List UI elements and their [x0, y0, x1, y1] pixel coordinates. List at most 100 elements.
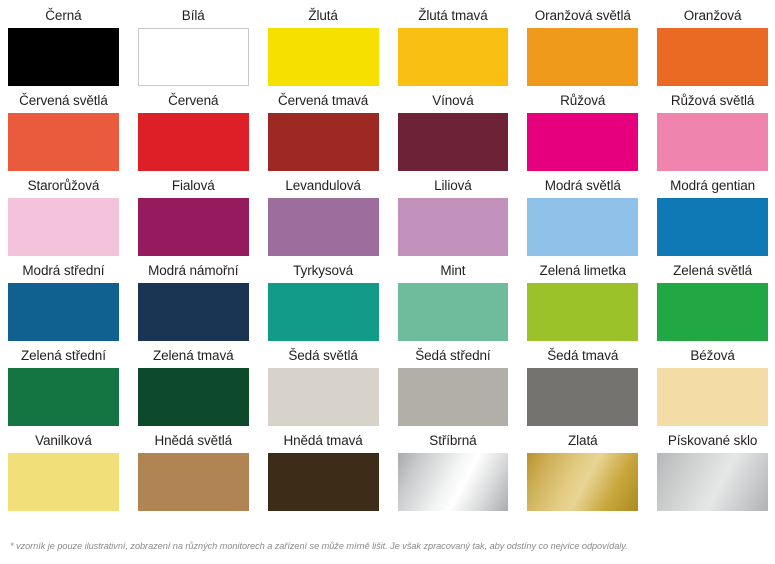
swatch-label: Černá — [45, 8, 82, 23]
swatch-cell[interactable]: Šedá světlá — [267, 344, 379, 429]
swatch-cell[interactable]: Růžová světlá — [657, 89, 768, 174]
swatch-cell[interactable]: Modrá námořní — [137, 259, 249, 344]
swatch-chip[interactable] — [8, 113, 119, 171]
swatch-chip[interactable] — [527, 198, 639, 256]
swatch-cell[interactable]: Červená — [137, 89, 249, 174]
swatch-label: Levandulová — [285, 178, 361, 193]
swatch-cell[interactable]: Modrá střední — [8, 259, 119, 344]
swatch-cell[interactable]: Zelená limetka — [527, 259, 639, 344]
swatch-chip[interactable] — [527, 113, 639, 171]
swatch-chip[interactable] — [137, 28, 249, 86]
swatch-cell[interactable]: Liliová — [397, 174, 509, 259]
swatch-label: Zlatá — [567, 433, 598, 448]
swatch-label: Zelená limetka — [539, 263, 626, 278]
swatch-cell[interactable]: Levandulová — [267, 174, 379, 259]
swatch-chip[interactable] — [527, 283, 639, 341]
swatch-label: Šedá světlá — [288, 348, 358, 363]
swatch-label: Modrá střední — [22, 263, 105, 278]
swatch-chip[interactable] — [267, 453, 379, 511]
swatch-chip[interactable] — [137, 113, 249, 171]
swatch-cell[interactable]: Bílá — [137, 4, 249, 89]
swatch-cell[interactable]: Žlutá tmavá — [397, 4, 509, 89]
swatch-label: Modrá světlá — [544, 178, 621, 193]
swatch-label: Červená tmavá — [277, 93, 369, 108]
swatch-cell[interactable]: Růžová — [527, 89, 639, 174]
swatch-chip[interactable] — [8, 368, 119, 426]
swatch-chip[interactable] — [267, 283, 379, 341]
swatch-cell[interactable]: Vanilková — [8, 429, 119, 514]
swatch-chip[interactable] — [397, 453, 509, 511]
swatch-chip[interactable] — [657, 198, 768, 256]
swatch-chip[interactable] — [397, 113, 509, 171]
swatch-label: Červená světlá — [19, 93, 108, 108]
swatch-cell[interactable]: Červená světlá — [8, 89, 119, 174]
swatch-chip[interactable] — [527, 368, 639, 426]
swatch-chip[interactable] — [657, 28, 768, 86]
swatch-chip[interactable] — [267, 28, 379, 86]
swatch-label: Šedá tmavá — [547, 348, 619, 363]
swatch-chip[interactable] — [267, 368, 379, 426]
swatch-cell[interactable]: Zelená světlá — [657, 259, 768, 344]
swatch-label: Béžová — [690, 348, 735, 363]
swatch-cell[interactable]: Zelená střední — [8, 344, 119, 429]
swatch-cell[interactable]: Modrá světlá — [527, 174, 639, 259]
swatch-cell[interactable]: Vínová — [397, 89, 509, 174]
swatch-cell[interactable]: Žlutá — [267, 4, 379, 89]
swatch-label: Zelená světlá — [673, 263, 753, 278]
swatch-chip[interactable] — [657, 283, 768, 341]
swatch-chip[interactable] — [137, 283, 249, 341]
swatch-chip[interactable] — [397, 283, 509, 341]
swatch-chip[interactable] — [397, 368, 509, 426]
swatch-chip[interactable] — [267, 198, 379, 256]
swatch-cell[interactable]: Stříbrná — [397, 429, 509, 514]
swatch-cell[interactable]: Modrá gentian — [657, 174, 768, 259]
swatch-chip[interactable] — [8, 28, 119, 86]
swatch-label: Zelená tmavá — [152, 348, 234, 363]
swatch-label: Růžová — [560, 93, 606, 108]
swatch-cell[interactable]: Šedá střední — [397, 344, 509, 429]
swatch-label: Modrá gentian — [670, 178, 756, 193]
swatch-chip[interactable] — [8, 453, 119, 511]
swatch-chip[interactable] — [657, 453, 768, 511]
swatch-chip[interactable] — [137, 453, 249, 511]
swatch-cell[interactable]: Zlatá — [527, 429, 639, 514]
swatch-chip[interactable] — [137, 198, 249, 256]
swatch-cell[interactable]: Béžová — [657, 344, 768, 429]
swatch-cell[interactable]: Pískované sklo — [657, 429, 768, 514]
swatch-chip[interactable] — [8, 198, 119, 256]
swatch-chip[interactable] — [397, 28, 509, 86]
swatch-label: Hnědá tmavá — [283, 433, 363, 448]
swatch-cell[interactable]: Černá — [8, 4, 119, 89]
swatch-chip[interactable] — [527, 28, 639, 86]
swatch-label: Žlutá tmavá — [418, 8, 488, 23]
swatch-chip[interactable] — [137, 368, 249, 426]
swatch-cell[interactable]: Hnědá světlá — [137, 429, 249, 514]
swatch-label: Šedá střední — [415, 348, 491, 363]
swatch-chip[interactable] — [397, 198, 509, 256]
swatch-chip[interactable] — [267, 113, 379, 171]
swatch-chip[interactable] — [527, 453, 639, 511]
swatch-cell[interactable]: Hnědá tmavá — [267, 429, 379, 514]
swatch-label: Tyrkysová — [293, 263, 354, 278]
swatch-cell[interactable]: Tyrkysová — [267, 259, 379, 344]
swatch-cell[interactable]: Mint — [397, 259, 509, 344]
swatch-label: Starorůžová — [27, 178, 100, 193]
swatch-label: Liliová — [434, 178, 472, 193]
swatch-cell[interactable]: Zelená tmavá — [137, 344, 249, 429]
swatch-cell[interactable]: Červená tmavá — [267, 89, 379, 174]
footnote-disclaimer: * vzorník je pouze ilustrativní, zobraze… — [10, 541, 628, 551]
swatch-chip[interactable] — [657, 113, 768, 171]
swatch-cell[interactable]: Šedá tmavá — [527, 344, 639, 429]
swatch-label: Vínová — [432, 93, 474, 108]
swatch-cell[interactable]: Oranžová — [657, 4, 768, 89]
swatch-cell[interactable]: Fialová — [137, 174, 249, 259]
swatch-chip[interactable] — [657, 368, 768, 426]
swatch-label: Růžová světlá — [670, 93, 755, 108]
swatch-cell[interactable]: Starorůžová — [8, 174, 119, 259]
swatch-grid: Černá Bílá Žlutá Žlutá tmavá Oranžová světlá… — [8, 4, 768, 514]
swatch-label: Oranžová — [683, 8, 742, 23]
swatch-label: Mint — [440, 263, 466, 278]
swatch-cell[interactable]: Oranžová světlá — [527, 4, 639, 89]
swatch-chip[interactable] — [8, 283, 119, 341]
